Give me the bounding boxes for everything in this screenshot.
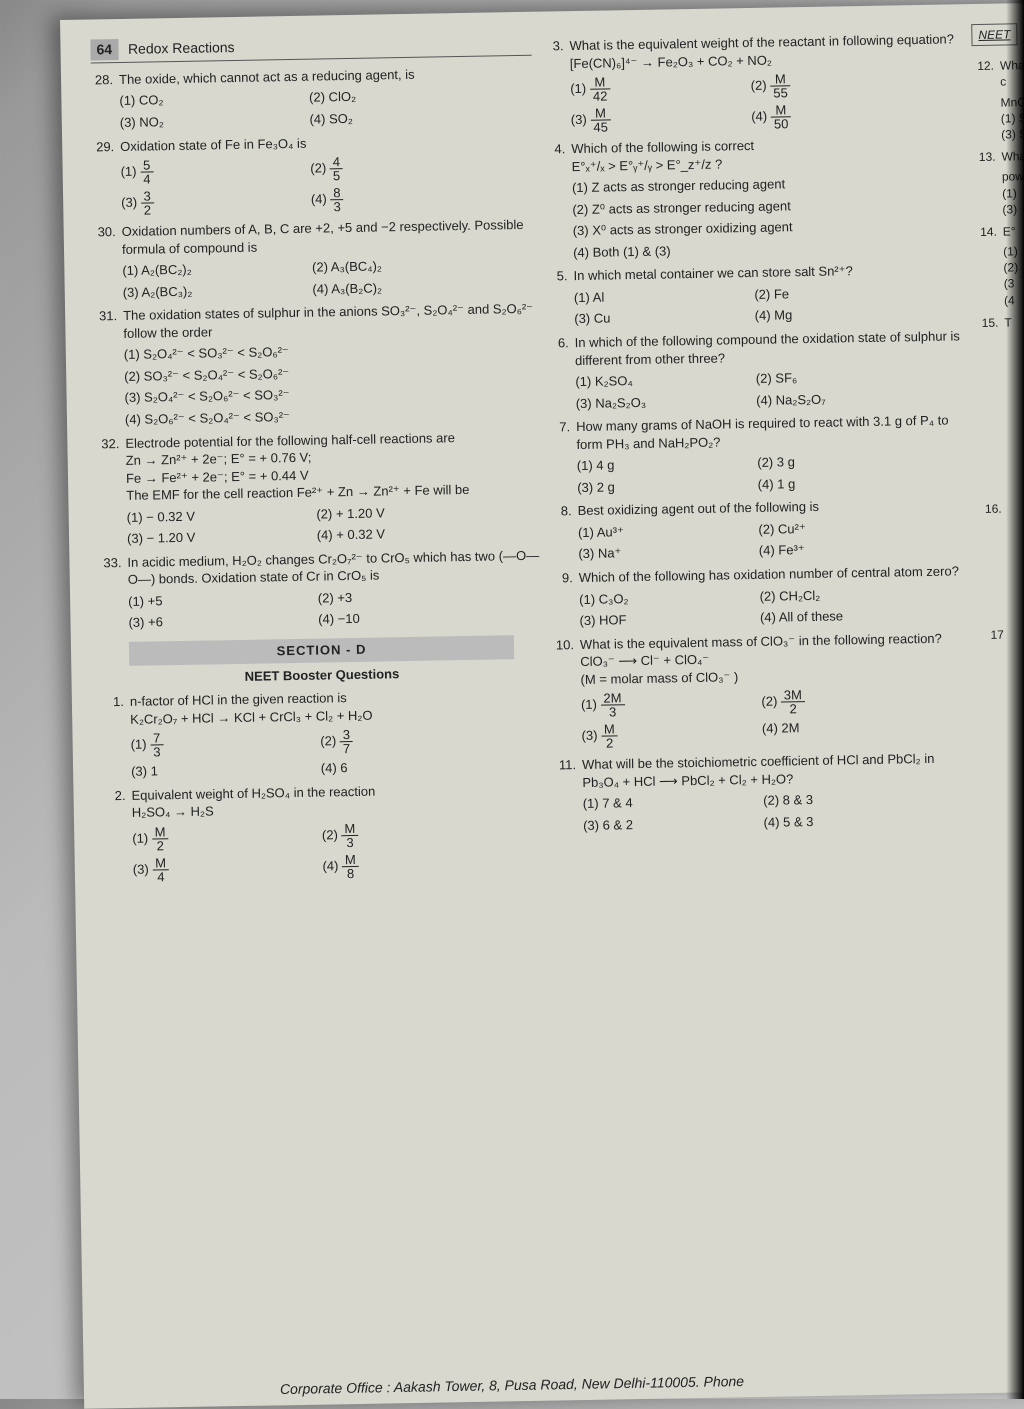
question-30: 30. Oxidation numbers of A, B, C are +2,… [94, 216, 536, 259]
page-edge-shadow [1006, 0, 1024, 1399]
question-b2: 2. Equivalent weight of H₂SO₄ in the rea… [103, 779, 545, 822]
chapter-title-text: Redox Reactions [128, 39, 235, 57]
question-6: 6. In which of the following compound th… [547, 327, 968, 369]
question-7: 7. How many grams of NaOH is required to… [548, 411, 969, 453]
q29-options: (1) 54 (2) 45 (3) 32 (4) 83 [120, 152, 534, 217]
q6-options: (1) K₂SO₄ (2) SF₆ (3) Na₂S₂O₃ (4) Na₂S₂O… [575, 366, 968, 412]
booster-header: NEET Booster Questions [101, 662, 542, 687]
q28-options: (1) CO₂ (2) ClO₂ (3) NO₂ (4) SO₂ [119, 85, 533, 131]
chapter-header: 64 Redox Reactions [90, 32, 531, 64]
question-10: 10. What is the equivalent mass of ClO₃⁻… [552, 629, 973, 689]
question-9: 9. Which of the following has oxidation … [551, 562, 971, 587]
question-5: 5. In which metal container we can store… [545, 261, 965, 286]
q10-options: (1) 2M3 (2) 3M2 (3) M2 (4) 2M [581, 685, 974, 750]
left-column: 64 Redox Reactions 28. The oxide, which … [90, 32, 555, 1398]
question-28: 28. The oxide, which cannot act as a red… [91, 64, 532, 89]
question-4: 4. Which of the following is correct E°ₓ… [543, 133, 964, 175]
q-b1-options: (1) 73 (2) 37 (3) 1 (4) 6 [130, 725, 544, 781]
q-b2-options: (1) M2 (2) M3 (3) M4 (4) M8 [132, 819, 546, 884]
chapter-number: 64 [90, 39, 118, 60]
question-3: 3. What is the equivalent weight of the … [541, 30, 962, 72]
question-b1: 1. n-factor of HCl in the given reaction… [102, 686, 544, 729]
q7-options: (1) 4 g (2) 3 g (3) 2 g (4) 1 g [577, 451, 970, 497]
q3-options: (1) M42 (2) M55 (3) M45 (4) M50 [570, 69, 963, 134]
q30-options: (1) A₂(BC₂)₂ (2) A₃(BC₄)₂ (3) A₂(BC₃)₂ (… [122, 255, 536, 301]
middle-column: 3. What is the equivalent weight of the … [541, 24, 985, 1390]
q31-options: (1) S₂O₄²⁻ < SO₃²⁻ < S₂O₆²⁻ (2) SO₃²⁻ < … [124, 339, 538, 428]
question-29: 29. Oxidation state of Fe in Fe₃O₄ is [92, 130, 533, 155]
question-33: 33. In acidic medium, H₂O₂ changes Cr₂O₇… [99, 547, 541, 590]
question-11: 11. What will be the stoichiometric coef… [554, 749, 975, 791]
question-8: 8. Best oxidizing agent out of the follo… [550, 496, 970, 521]
q8-options: (1) Au³⁺ (2) Cu²⁺ (3) Na⁺ (4) Fe³⁺ [578, 517, 971, 563]
q9-options: (1) C₃O₂ (2) CH₂Cl₂ (3) HOF (4) All of t… [579, 584, 972, 630]
q4-options: (1) Z acts as stronger reducing agent (2… [572, 172, 965, 261]
textbook-page: 64 Redox Reactions 28. The oxide, which … [60, 3, 1024, 1409]
section-d-header: SECTION - D [129, 635, 514, 665]
q11-options: (1) 7 & 4 (2) 8 & 3 (3) 6 & 2 (4) 5 & 3 [583, 789, 976, 835]
question-32: 32. Electrode potential for the followin… [97, 427, 539, 505]
q32-options: (1) − 0.32 V (2) + 1.20 V (3) − 1.20 V (… [127, 501, 541, 547]
q33-options: (1) +5 (2) +3 (3) +6 (4) −10 [128, 586, 542, 632]
q5-options: (1) Al (2) Fe (3) Cu (4) Mg [574, 282, 967, 328]
question-31: 31. The oxidation states of sulphur in t… [95, 300, 537, 343]
